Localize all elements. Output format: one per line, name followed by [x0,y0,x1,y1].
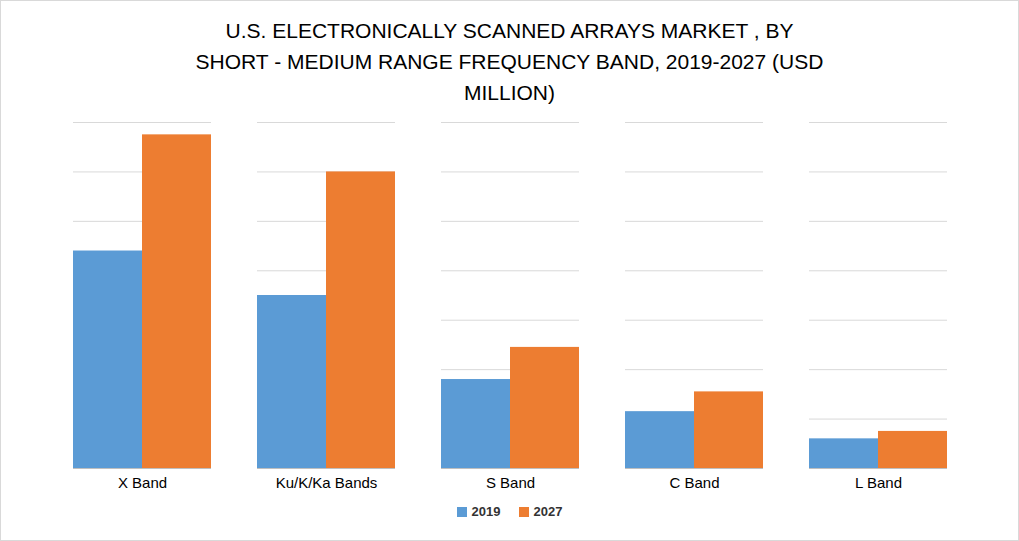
svg-text:S Band: S Band [486,474,535,491]
svg-text:L Band: L Band [855,474,902,491]
html-text:2027: 2027 [533,504,563,519]
svg-text:C Band: C Band [669,474,719,491]
svg-text:X Band: X Band [118,474,167,491]
svg-text:Ku/K/Ka Bands: Ku/K/Ka Bands [276,474,378,491]
html-text:2019: 2019 [471,504,501,519]
html-text:U.S. ELECTRONICALLY SCANNED AR: U.S. ELECTRONICALLY SCANNED ARRAYS MARKE… [195,19,824,104]
